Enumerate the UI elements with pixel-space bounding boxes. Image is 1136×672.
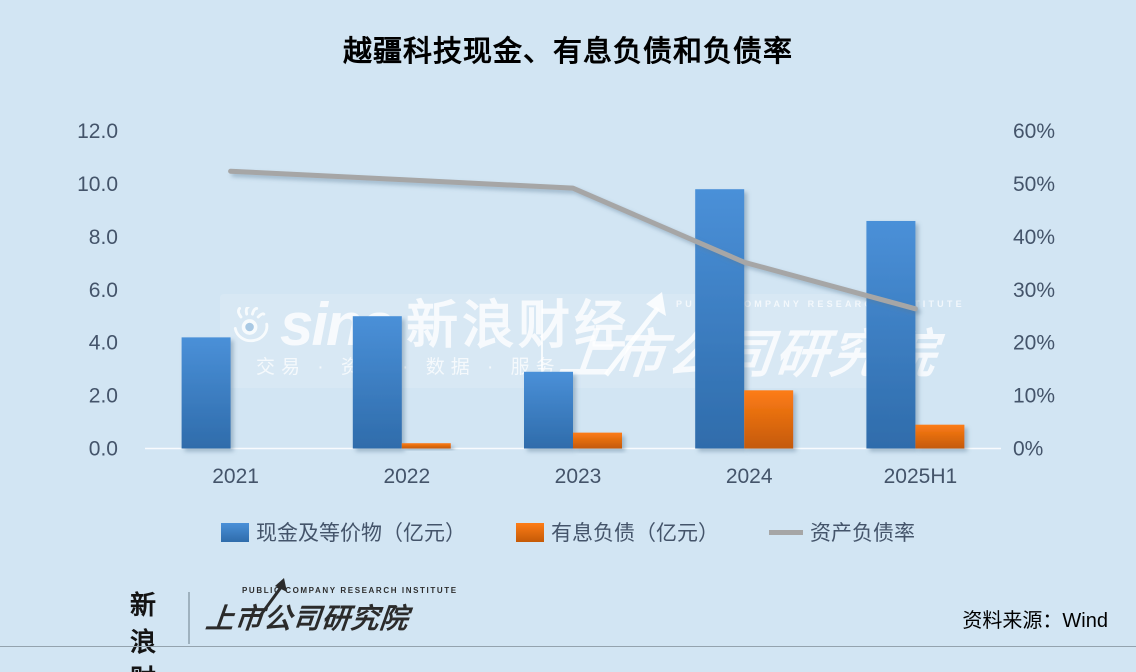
left-axis-tick: 10.0 (77, 173, 118, 196)
chart-legend: 现金及等价物（亿元） 有息负债（亿元） 资产负债率 (0, 517, 1136, 547)
left-axis-tick: 4.0 (89, 332, 118, 355)
footer-institute-en: PUBLIC COMPANY RESEARCH INSTITUTE (242, 586, 458, 595)
x-axis-label: 2022 (383, 465, 430, 488)
legend-swatch-cash (221, 522, 249, 542)
watermark-divider (541, 300, 543, 382)
bar-cash (695, 189, 745, 449)
legend-item-cash: 现金及等价物（亿元） (221, 517, 466, 547)
chart-title: 越疆科技现金、有息负债和负债率 (342, 36, 793, 68)
watermark-tagline: 交易 · 资讯 · 数据 · 服务 (256, 357, 561, 378)
watermark-sina-cn: 新浪财经 (406, 297, 631, 355)
watermark-institute-en: PUBLIC COMPANY RESEARCH INSTITUTE (676, 299, 965, 309)
footer-divider (188, 592, 190, 644)
bar-cash (352, 316, 402, 449)
watermark-sina-logo: sina 新浪财经 (228, 295, 631, 355)
footer-institute-logo: PUBLIC COMPANY RESEARCH INSTITUTE 上市公司研究… (204, 578, 458, 637)
left-axis-tick: 0.0 (89, 438, 118, 461)
legend-label-debt: 有息负债（亿元） (551, 522, 719, 545)
footer-institute-arrow-icon (256, 578, 290, 623)
right-axis-tick: 10% (1013, 385, 1055, 408)
right-axis-tick: 40% (1013, 226, 1055, 249)
x-axis-label: 2023 (555, 465, 602, 488)
footer-rule (0, 646, 1136, 647)
watermark-arrow-icon (596, 290, 676, 385)
x-axis-label: 2025H1 (884, 465, 958, 488)
left-axis-tick: 2.0 (89, 385, 118, 408)
bar-debt (401, 443, 451, 449)
legend-label-cash: 现金及等价物（亿元） (256, 522, 466, 545)
bar-cash (866, 220, 916, 449)
footer-sina-logo: sina 新浪财经 交易 · 资讯 · 数据 · 服务 (30, 585, 180, 672)
bar-debt (573, 432, 622, 449)
legend-swatch-ratio (769, 529, 803, 535)
left-axis-tick: 8.0 (89, 226, 118, 249)
data-source: 资料来源：Wind (962, 610, 1108, 632)
bar-cash (524, 371, 573, 449)
right-axis-tick: 0% (1013, 438, 1043, 461)
sina-eye-icon (228, 305, 274, 352)
line-debt-ratio (228, 168, 918, 312)
legend-label-ratio: 资产负债率 (810, 522, 915, 545)
footer-sina-cn: 新浪财经 (130, 590, 158, 672)
bar-cash (181, 337, 231, 449)
bar-debt (915, 424, 965, 449)
x-axis-label: 2024 (726, 465, 773, 488)
left-axis-tick: 6.0 (89, 279, 118, 302)
legend-item-debt: 有息负债（亿元） (516, 517, 719, 547)
bar-debt (744, 390, 794, 449)
footer-institute-cn: 上市公司研究院 (204, 603, 411, 634)
legend-item-ratio: 资产负债率 (769, 517, 915, 547)
right-axis-tick: 60% (1013, 120, 1055, 143)
left-axis-tick: 12.0 (77, 120, 118, 143)
right-axis-tick: 20% (1013, 332, 1055, 355)
x-axis-label: 2021 (212, 465, 259, 488)
right-axis-tick: 30% (1013, 279, 1055, 302)
legend-swatch-debt (516, 522, 544, 542)
right-axis-tick: 50% (1013, 173, 1055, 196)
